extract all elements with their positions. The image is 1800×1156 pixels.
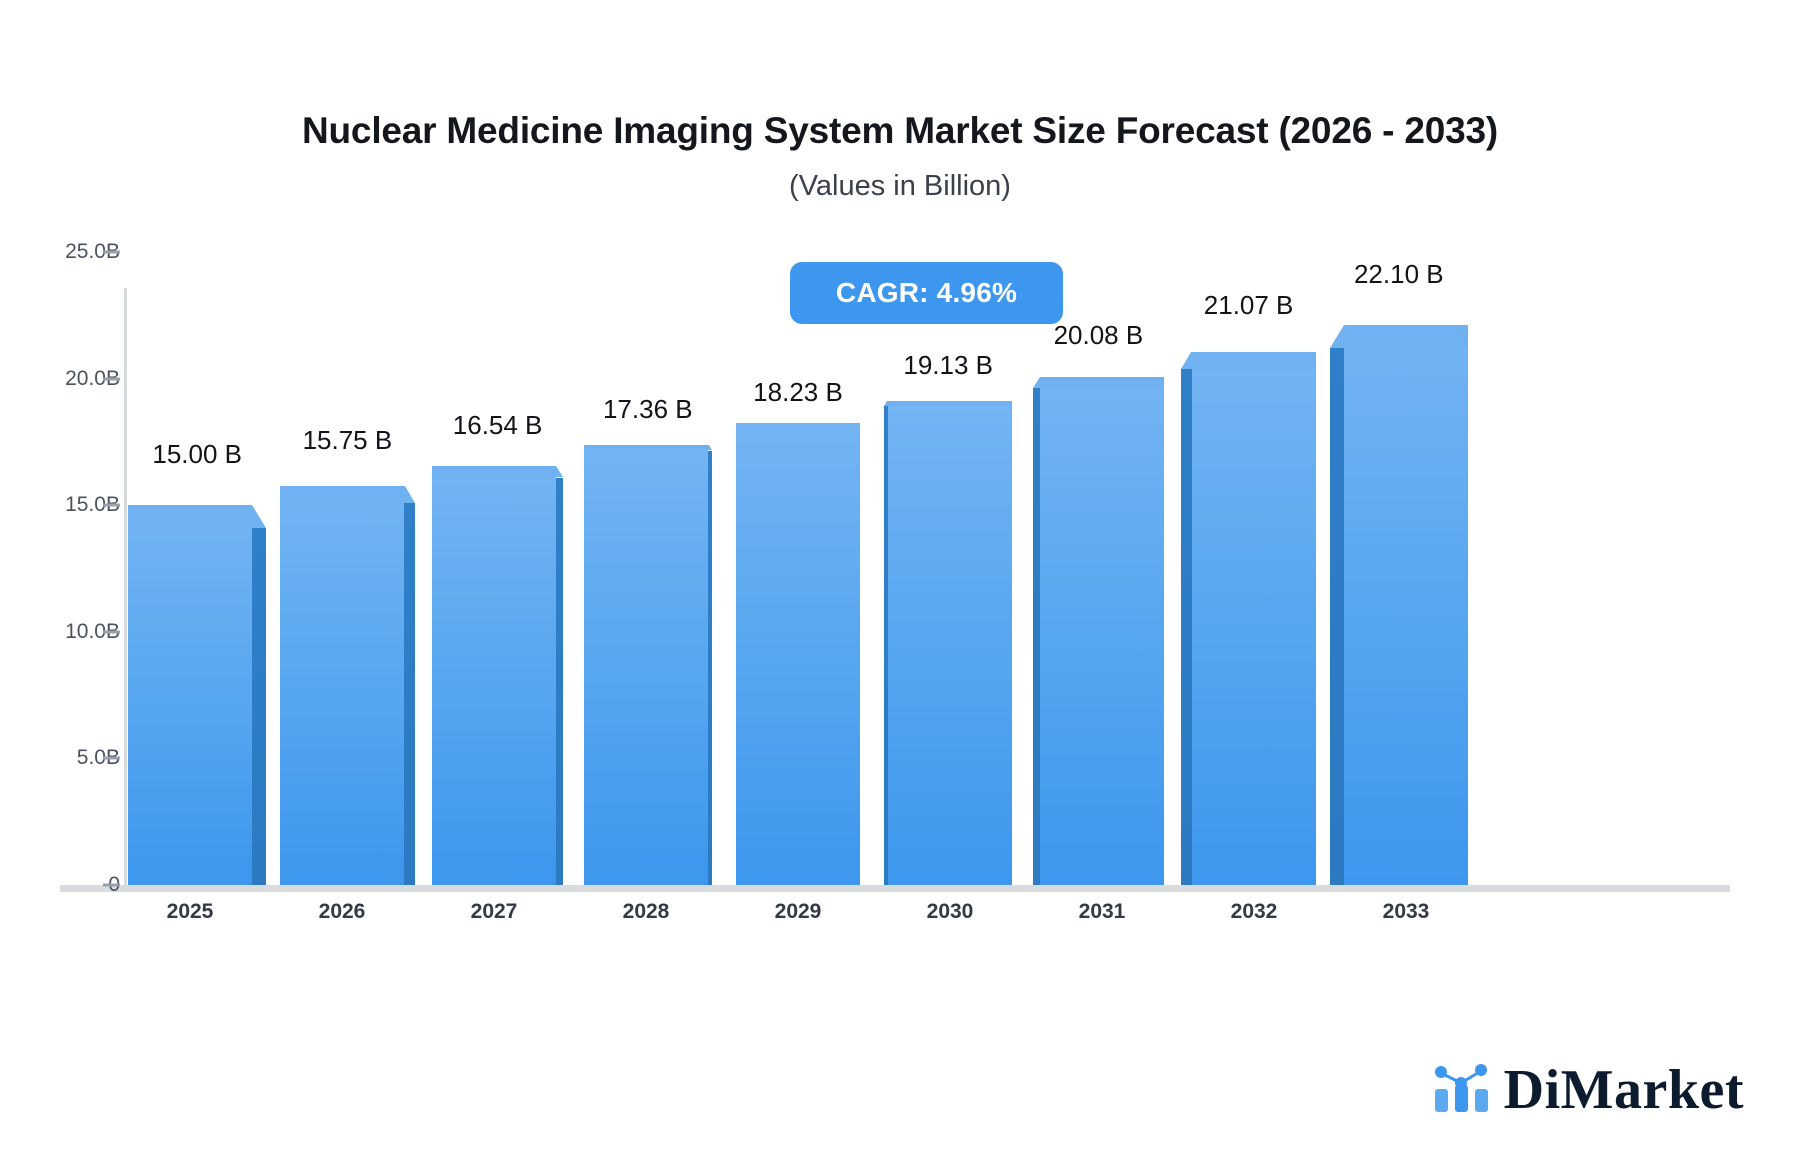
y-axis-tick-5.0B: 5.0B <box>76 746 120 770</box>
chart-title: Nuclear Medicine Imaging System Market S… <box>302 110 1498 151</box>
cagr-badge: CAGR: 4.96% <box>790 262 1063 324</box>
y-axis-tick-mark <box>103 630 120 634</box>
y-axis-tick-15.0B: 15.0B <box>65 493 120 517</box>
bar-value-label-2027: 16.54 B <box>452 410 543 441</box>
bar-front-face <box>1192 351 1316 885</box>
y-axis-tick-mark <box>103 503 120 507</box>
bar-2030[interactable] <box>884 400 1012 885</box>
x-axis-tick-2030: 2030 <box>926 900 974 923</box>
x-axis-tick-2031: 2031 <box>1078 900 1126 923</box>
x-axis-tick-2032: 2032 <box>1230 900 1278 923</box>
y-axis-tick-mark <box>103 250 120 254</box>
x-axis-tick-2029: 2029 <box>774 900 822 923</box>
bar-side-face <box>708 451 712 885</box>
y-axis-tick-mark <box>103 883 120 887</box>
bar-top-face <box>432 466 564 478</box>
dimarket-logo: DiMarket <box>1432 1061 1744 1118</box>
bar-value-label-2025: 15.00 B <box>152 439 243 470</box>
bar-top-face <box>1181 351 1316 369</box>
bar-2032[interactable] <box>1181 351 1316 885</box>
y-axis-tick-mark <box>103 377 120 381</box>
bar-front-face <box>128 505 252 885</box>
y-axis-tick-20.0B: 20.0B <box>65 366 120 390</box>
bar-2027[interactable] <box>432 466 564 885</box>
bar-value-label-2031: 20.08 B <box>1053 320 1144 351</box>
bar-top-face <box>1032 376 1164 388</box>
bar-chart-logo-icon <box>1432 1061 1490 1118</box>
bar-2033[interactable] <box>1329 325 1468 885</box>
bar-top-face <box>584 445 712 451</box>
y-axis-tick-10.0B: 10.0B <box>65 619 120 643</box>
bar-front-face <box>280 486 404 885</box>
bar-side-face <box>556 477 564 885</box>
bar-value-label-2029: 18.23 B <box>753 377 843 408</box>
bar-side-face <box>1032 388 1040 885</box>
bar-value-label-2032: 21.07 B <box>1203 290 1294 321</box>
bar-2031[interactable] <box>1032 376 1164 885</box>
bar-front-face <box>736 423 860 885</box>
bar-front-face <box>432 466 556 885</box>
bar-top-face <box>128 505 267 529</box>
y-axis-line <box>124 288 127 885</box>
bar-value-label-2028: 17.36 B <box>602 394 693 425</box>
bar-2025[interactable] <box>128 505 267 885</box>
x-axis-tick-2033: 2033 <box>1382 900 1430 923</box>
bar-2026[interactable] <box>280 486 415 885</box>
bar-value-label-2033: 22.10 B <box>1353 259 1444 290</box>
chart-subtitle: (Values in Billion) <box>789 170 1011 202</box>
logo-wordmark: DiMarket <box>1503 1058 1744 1121</box>
bar-top-face <box>884 400 1012 406</box>
bar-2028[interactable] <box>584 445 712 885</box>
bar-side-face <box>1181 368 1192 885</box>
bar-side-face <box>404 503 415 885</box>
bar-side-face <box>252 528 267 885</box>
bar-front-face <box>1344 325 1468 885</box>
bar-front-face <box>888 400 1012 885</box>
bar-side-face <box>1329 348 1344 885</box>
bar-top-face <box>1329 325 1468 349</box>
bar-value-label-2026: 15.75 B <box>302 425 393 456</box>
x-axis-tick-2026: 2026 <box>318 900 366 923</box>
y-axis-tick-25.0B: 25.0B <box>65 240 120 263</box>
bar-front-face <box>1040 376 1164 885</box>
bar-value-label-2030: 19.13 B <box>903 349 994 380</box>
bar-side-face <box>884 406 888 885</box>
bar-2029[interactable] <box>736 423 860 885</box>
bar-front-face <box>584 445 708 885</box>
x-axis-tick-2028: 2028 <box>622 900 670 923</box>
x-axis-tick-2027: 2027 <box>470 900 518 923</box>
x-axis-line <box>60 885 1730 892</box>
bar-top-face <box>280 486 415 504</box>
x-axis-tick-2025: 2025 <box>166 900 214 923</box>
y-axis-tick-0: 0 <box>0 873 120 897</box>
y-axis-tick-mark <box>103 756 120 760</box>
